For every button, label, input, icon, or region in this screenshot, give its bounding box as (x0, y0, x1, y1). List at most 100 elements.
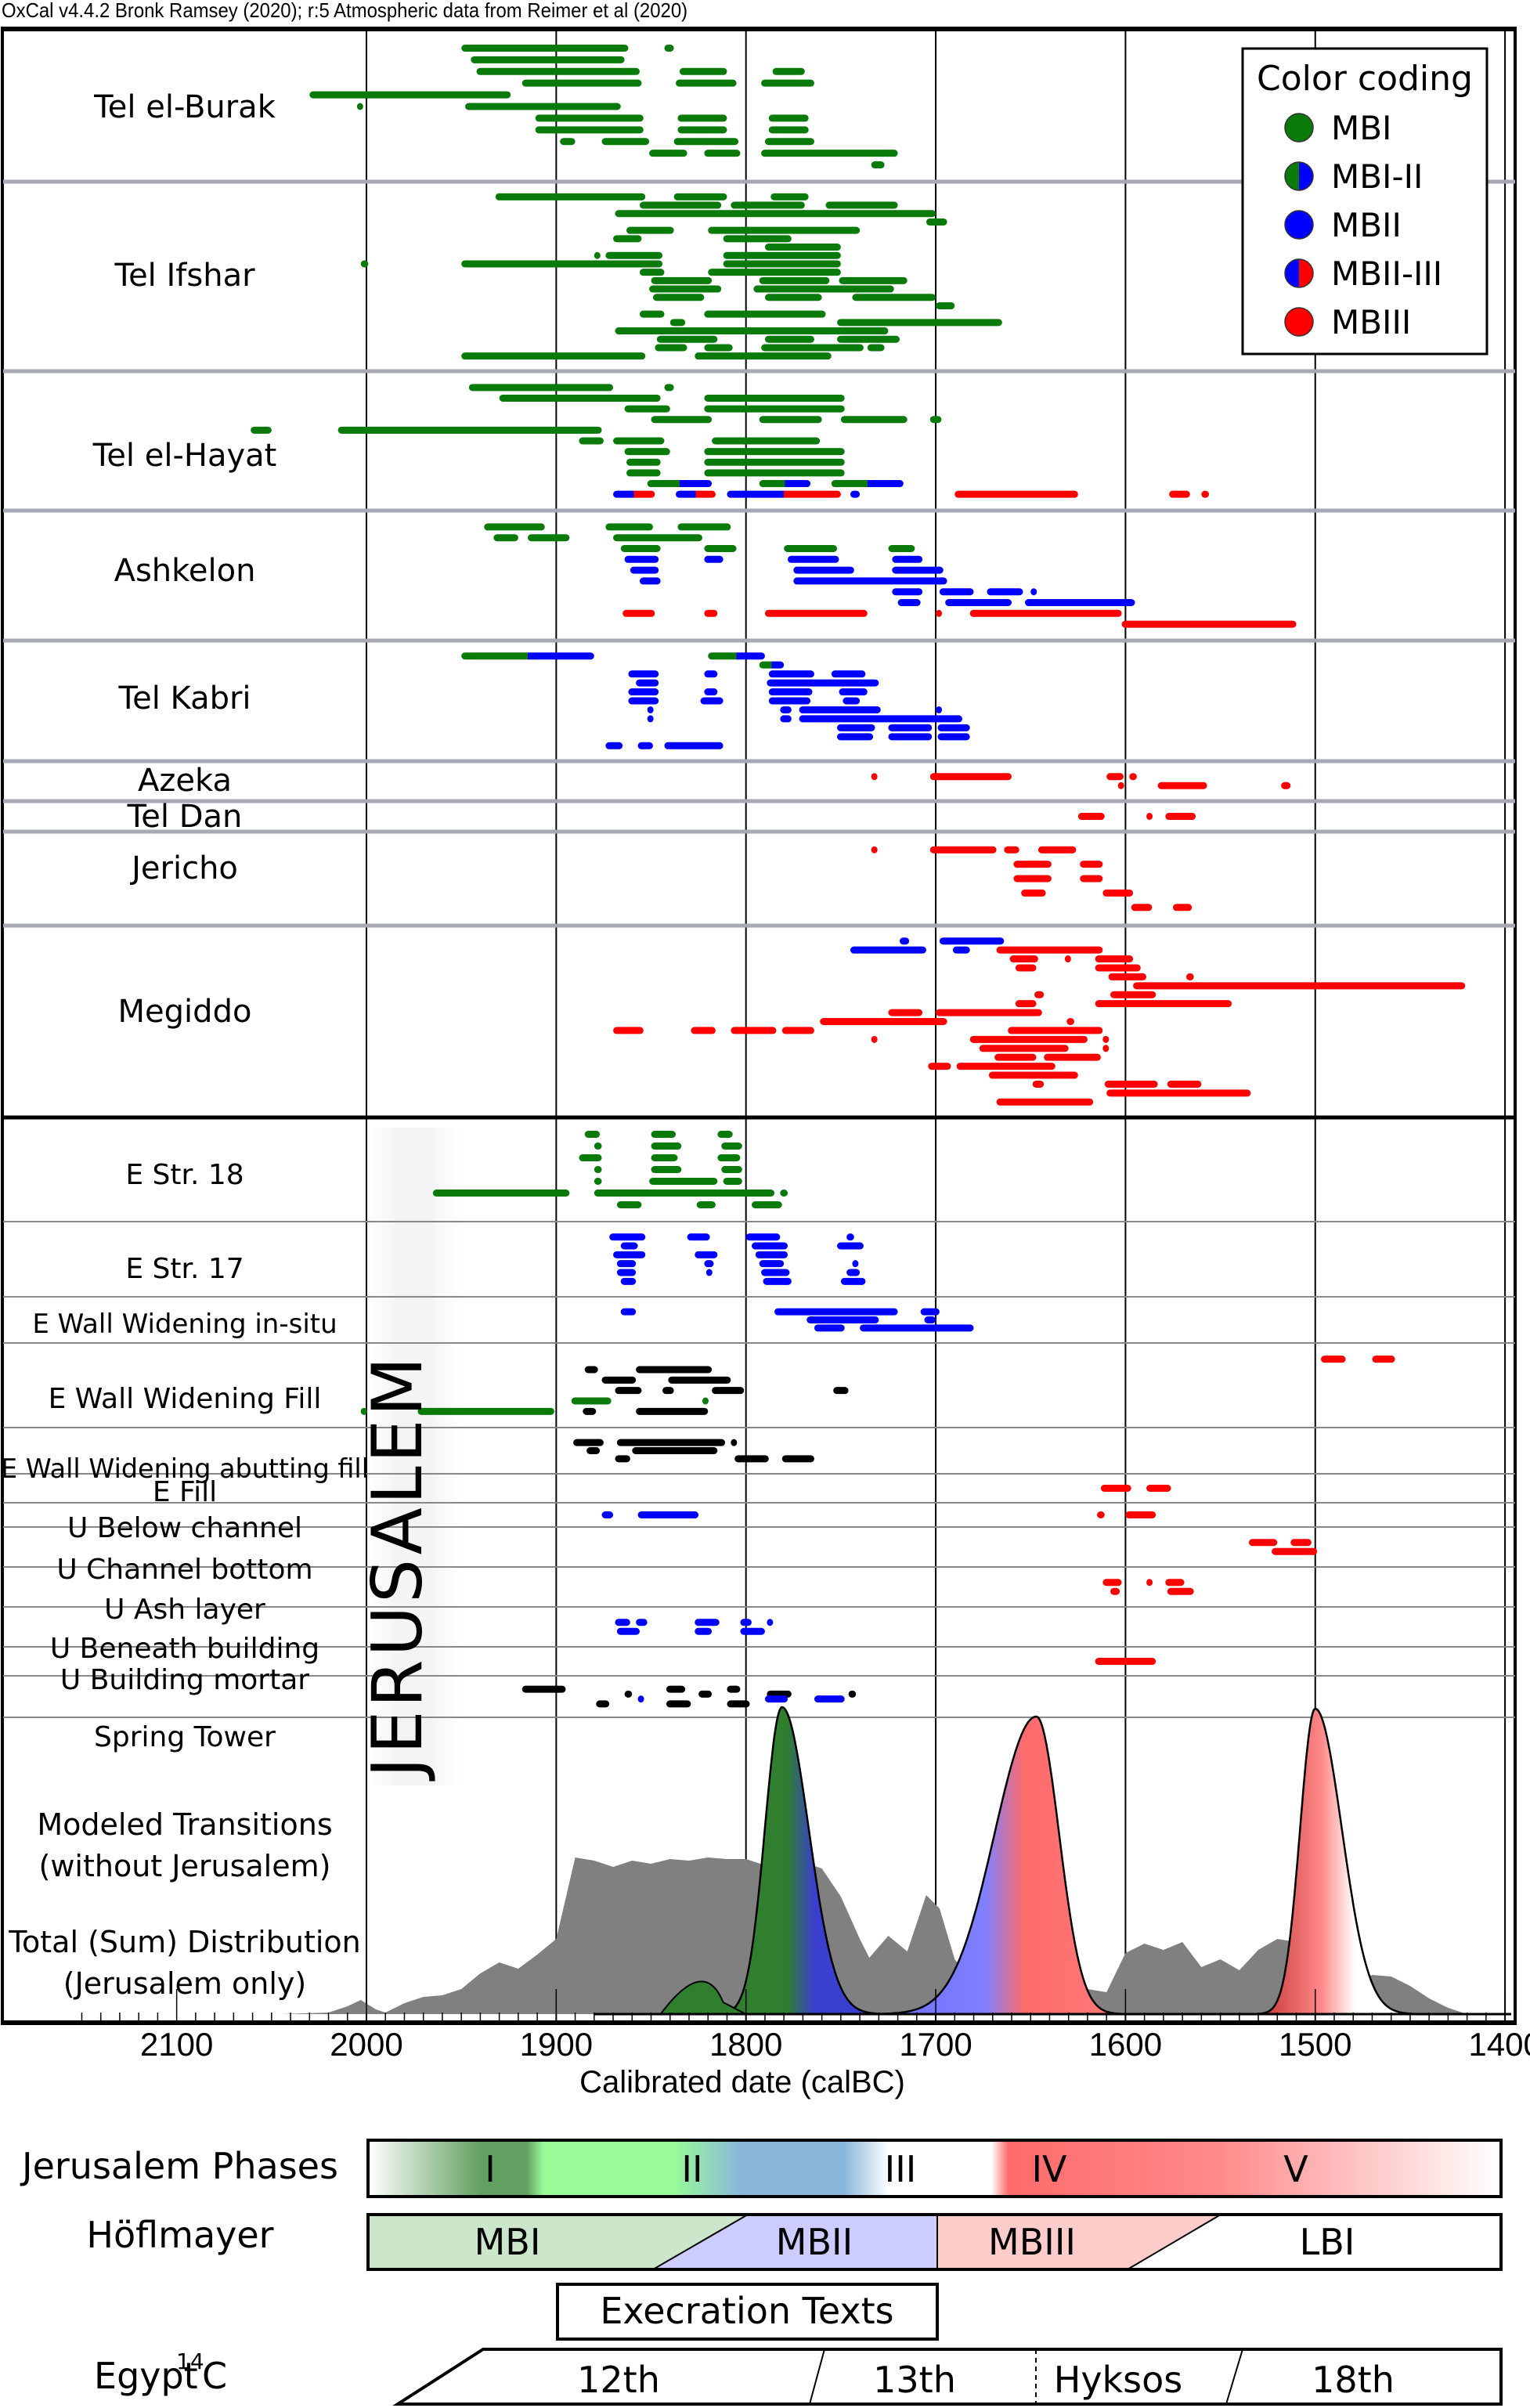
range-bar (721, 1143, 742, 1150)
range-bar (850, 946, 926, 954)
legend-item-label: MBII-III (1331, 255, 1442, 293)
range-bar (465, 103, 621, 110)
range-bar (624, 448, 670, 456)
range-bar (956, 1063, 1055, 1070)
range-bar (1146, 813, 1153, 820)
range-bar (584, 1366, 598, 1374)
range-bar (767, 679, 879, 687)
range-bar (764, 244, 841, 251)
range-bar (781, 1455, 814, 1463)
range-bar (704, 344, 733, 352)
range-bar (793, 566, 854, 574)
range-bar (708, 269, 841, 276)
range-bar (731, 1439, 738, 1446)
range-bar (1165, 1579, 1185, 1587)
range-bar (535, 114, 644, 122)
range-bar (1013, 875, 1052, 883)
range-bar (952, 946, 970, 954)
range-bar (928, 1063, 951, 1070)
jerusalem-phases-label: Jerusalem Phases (20, 2145, 338, 2187)
range-bar (695, 1619, 720, 1626)
range-bar (613, 534, 702, 542)
egypt-divider-12-13 (809, 2348, 825, 2405)
range-bar (1102, 1035, 1110, 1043)
range-bar (535, 126, 644, 134)
legend-swatch-mbiii-icon (1284, 307, 1314, 337)
range-bar (929, 773, 1012, 781)
range-bar (723, 1178, 742, 1185)
range-bar (788, 555, 839, 563)
range-bar (601, 1376, 637, 1384)
legend: Color coding MBI MBI-II MBII MBII-III MBIII (1241, 47, 1489, 356)
range-bar (704, 688, 718, 696)
range-bar (1110, 1587, 1120, 1595)
range-bar (636, 1619, 648, 1626)
legend-swatch-mbi-icon (1284, 113, 1314, 143)
x-tick-label: 1900 (520, 2026, 593, 2063)
range-bar (780, 1190, 788, 1197)
range-bar (888, 1009, 923, 1016)
range-bar (1167, 1080, 1202, 1088)
range-bar (1106, 1089, 1251, 1097)
row-label: E Str. 17 (125, 1253, 244, 1285)
range-bar (708, 652, 765, 660)
range-bar (1201, 490, 1210, 498)
range-bar (624, 1690, 633, 1698)
range-bar (759, 276, 830, 284)
range-bar (664, 384, 674, 392)
range-bar (560, 138, 576, 146)
row-label: Spring Tower (94, 1721, 276, 1753)
range-bar (704, 670, 718, 678)
range-bar (251, 426, 272, 434)
range-bar (831, 480, 904, 488)
range-bar (527, 534, 570, 542)
range-bar (772, 67, 805, 75)
hoflmayer-divider-3 (1127, 2214, 1221, 2270)
row-label: E Wall Widening abutting fill (1, 1453, 369, 1485)
range-bar (664, 742, 724, 749)
range-bar (1095, 1000, 1232, 1008)
range-bar (417, 1407, 554, 1415)
range-bar (622, 609, 655, 617)
range-bar (702, 1397, 709, 1405)
hoflmayer-frame (366, 2213, 1503, 2271)
range-bar (1015, 1000, 1037, 1008)
range-bar (843, 697, 861, 705)
range-bar (704, 555, 724, 563)
range-bar (666, 1700, 691, 1708)
range-bar (1024, 599, 1135, 606)
range-bar (717, 1154, 741, 1161)
range-bar (461, 352, 646, 360)
range-bar (920, 1308, 940, 1316)
range-bar (704, 1260, 714, 1268)
range-bar (704, 405, 845, 413)
range-bar (717, 1131, 733, 1138)
x-tick-label: 1400 (1468, 2026, 1530, 2063)
range-bar (936, 609, 943, 617)
range-bar (936, 1009, 1042, 1016)
range-bar (764, 1695, 788, 1703)
range-bar (476, 67, 640, 75)
range-bar (605, 742, 623, 749)
range-bar (784, 545, 838, 552)
range-bar (594, 251, 601, 259)
range-bar (839, 276, 908, 284)
range-bar (871, 846, 878, 854)
range-bar (1013, 861, 1052, 868)
range-bar (1095, 1658, 1157, 1665)
x-tick-label: 2000 (330, 2026, 402, 2063)
range-bar (731, 1027, 777, 1034)
jerusalem-vertical-label: JERUSALEM (357, 1354, 438, 1782)
range-bar (613, 235, 642, 243)
range-bar (704, 609, 718, 617)
range-bar (521, 79, 642, 87)
range-bar (759, 1260, 785, 1268)
range-bar (628, 670, 659, 678)
x-tick-label: 1500 (1279, 2026, 1351, 2063)
egypt-divider-hyksos-18 (1225, 2348, 1243, 2405)
range-bar (628, 688, 659, 696)
range-bar (1030, 588, 1037, 596)
transitions-label-line1: Modeled Transitions (37, 1807, 332, 1842)
row-label: U Below channel (67, 1512, 302, 1544)
range-bar (616, 1201, 642, 1208)
